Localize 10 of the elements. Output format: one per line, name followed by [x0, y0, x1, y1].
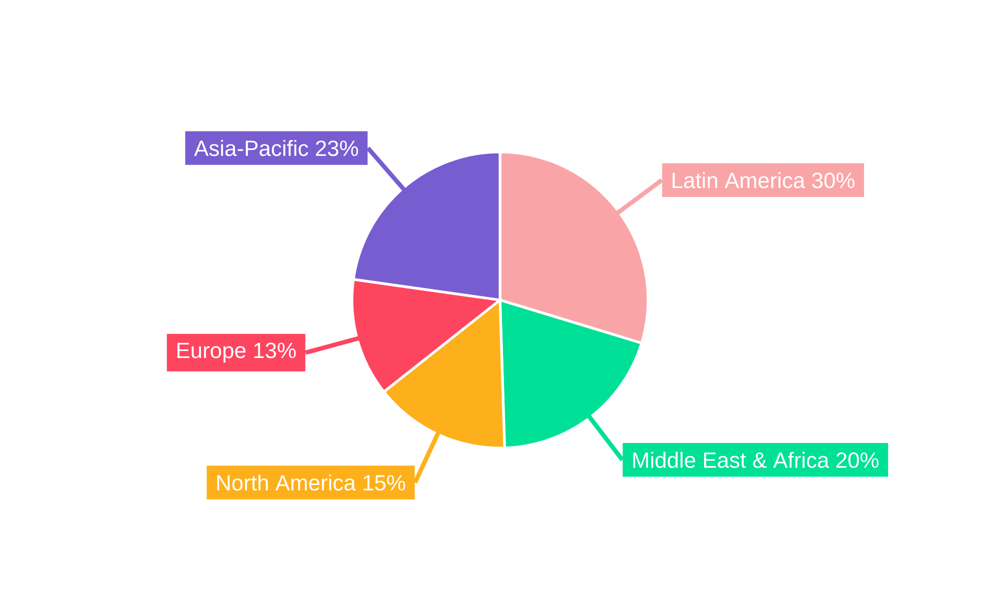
slice-label: Middle East & Africa — [633, 452, 830, 468]
data-label: 30% — [812, 172, 854, 188]
slice-label: Asia-Pacific — [194, 140, 308, 156]
slice-label: Europe — [177, 342, 246, 363]
data-label: 15% — [364, 475, 406, 491]
slice-label: Latin America — [672, 172, 806, 188]
data-label: 13% — [254, 342, 296, 358]
slice-label: North America — [217, 474, 356, 491]
data-label: 20% — [836, 452, 879, 468]
data-label: 23% — [316, 140, 358, 156]
